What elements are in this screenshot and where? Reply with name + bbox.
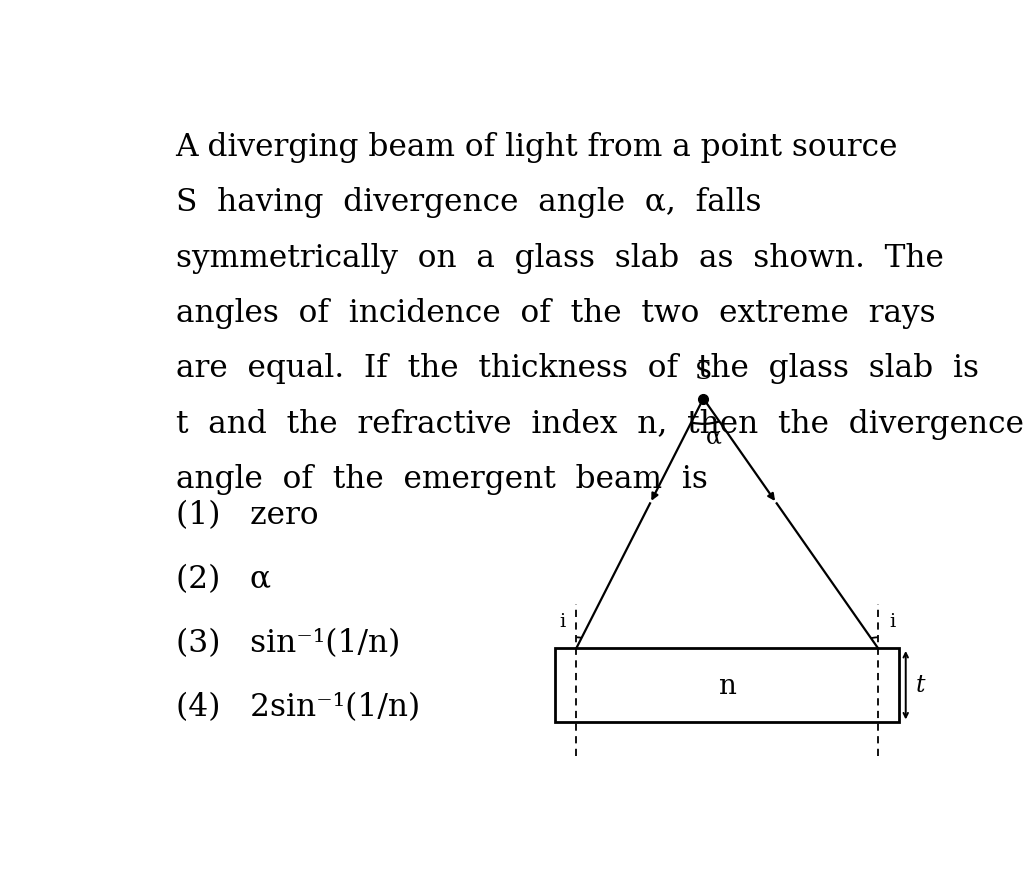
Bar — [555, 648, 899, 723]
Text: (1)   zero: (1) zero — [176, 499, 318, 531]
Text: i: i — [559, 613, 565, 632]
Text: α: α — [706, 426, 722, 449]
Text: angles  of  incidence  of  the  two  extreme  rays: angles of incidence of the two extreme r… — [176, 298, 935, 329]
Text: n: n — [718, 673, 736, 700]
Text: angle  of  the  emergent  beam  is: angle of the emergent beam is — [176, 464, 708, 495]
Text: are  equal.  If  the  thickness  of  the  glass  slab  is: are equal. If the thickness of the glass… — [176, 353, 979, 385]
Text: S  having  divergence  angle  α,  falls: S having divergence angle α, falls — [176, 187, 761, 218]
Text: (2)   α: (2) α — [176, 564, 270, 595]
Text: i: i — [889, 613, 895, 632]
Text: symmetrically  on  a  glass  slab  as  shown.  The: symmetrically on a glass slab as shown. … — [176, 243, 943, 273]
Text: (3)   sin⁻¹(1/n): (3) sin⁻¹(1/n) — [176, 628, 400, 659]
Text: (4)   2sin⁻¹(1/n): (4) 2sin⁻¹(1/n) — [176, 692, 420, 723]
Text: t: t — [916, 674, 926, 696]
Text: A diverging beam of light from a point source: A diverging beam of light from a point s… — [176, 132, 898, 163]
Text: S: S — [694, 361, 712, 384]
Text: t  and  the  refractive  index  n,  then  the  divergence: t and the refractive index n, then the d… — [176, 409, 1024, 440]
